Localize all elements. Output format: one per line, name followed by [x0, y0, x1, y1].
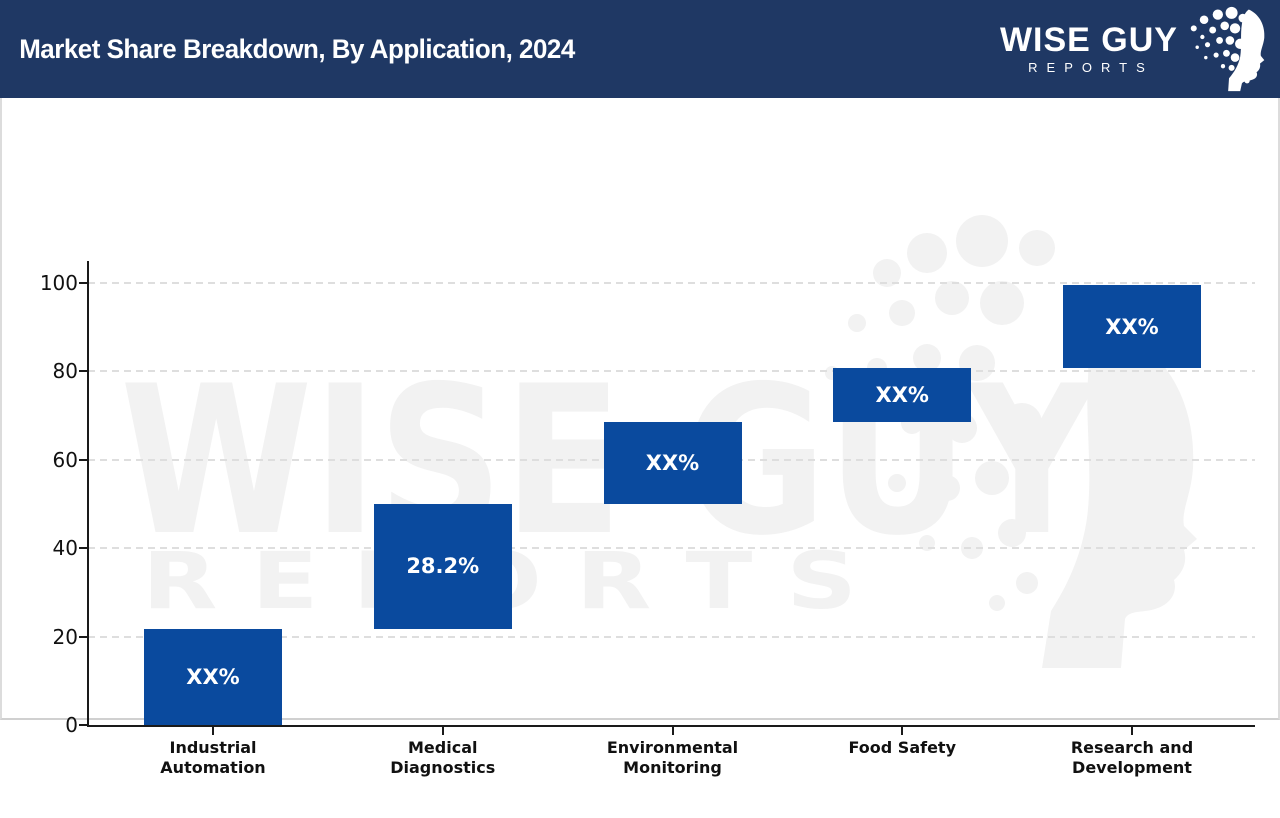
y-tick-label: 20	[52, 624, 78, 649]
bar-value-label: XX%	[875, 382, 929, 407]
bar-industrial-automation: XX%	[144, 628, 282, 725]
x-tick-label-line: Diagnostics	[390, 758, 496, 777]
header-bar: Market Share Breakdown, By Application, …	[0, 0, 1280, 98]
x-tick-label-food-safety: Food Safety	[782, 738, 1022, 758]
y-axis-line	[87, 260, 89, 727]
x-tick-label-research-and-development: Research and Development	[1012, 738, 1252, 778]
y-tick-mark	[79, 370, 87, 373]
x-tick-label-line: Industrial	[169, 738, 257, 757]
y-tick-label: 0	[65, 713, 78, 737]
x-tick-label-line: Research and	[1070, 738, 1194, 757]
x-tick-mark	[212, 727, 214, 735]
logo-wordmark: WISE GUY	[999, 21, 1178, 59]
plot-area: 0 20 40 60 80 100 XX% Industrial Automation 28.2%…	[2, 98, 1280, 818]
gridline	[88, 547, 1255, 550]
x-tick-label-line: Food Safety	[848, 738, 957, 757]
x-tick-mark	[671, 727, 674, 735]
x-tick-mark	[1131, 727, 1133, 735]
page-title: Market Share Breakdown, By Application, …	[19, 33, 575, 64]
x-tick-label-line: Development	[1072, 758, 1192, 777]
x-tick-mark	[441, 727, 444, 735]
gridline	[88, 370, 1255, 373]
report-page: Market Share Breakdown, By Application, …	[0, 0, 1280, 777]
x-tick-label-medical-diagnostics: Medical Diagnostics	[323, 738, 563, 778]
y-tick-label: 80	[52, 359, 78, 384]
wise-guy-logo: WISE GUY REPORTS	[1000, 6, 1266, 92]
x-tick-label-line: Automation	[160, 758, 266, 777]
logo-text: WISE GUY REPORTS	[1000, 22, 1178, 76]
x-tick-label-environmental-monitoring: Environmental Monitoring	[553, 738, 793, 778]
logo-face-icon	[1190, 6, 1265, 92]
bar-value-label: XX%	[1105, 314, 1159, 339]
bar-environmental-monitoring: XX%	[603, 421, 742, 504]
bar-value-label: XX%	[186, 664, 240, 689]
x-tick-label-line: Monitoring	[623, 758, 722, 777]
y-tick-mark	[79, 282, 87, 284]
y-tick-mark	[79, 458, 87, 461]
bar-value-label: 28.2%	[406, 554, 480, 579]
x-tick-mark	[901, 727, 904, 735]
bar-medical-diagnostics: 28.2%	[373, 504, 512, 629]
gridline	[88, 635, 1255, 638]
y-tick-mark	[79, 724, 87, 726]
gridline	[88, 282, 1255, 284]
bar-research-and-development: XX%	[1063, 285, 1201, 368]
y-tick-mark	[79, 635, 87, 638]
logo-subtitle: REPORTS	[1028, 60, 1154, 75]
y-tick-mark	[79, 547, 87, 550]
x-tick-label-line: Medical	[408, 738, 478, 757]
bar-food-safety: XX%	[833, 367, 972, 422]
y-tick-label: 100	[39, 271, 78, 295]
x-tick-label-industrial-automation: Industrial Automation	[93, 738, 333, 778]
x-tick-label-line: Environmental	[606, 738, 739, 757]
y-tick-label: 40	[52, 536, 78, 561]
bar-value-label: XX%	[645, 450, 700, 475]
y-tick-label: 60	[52, 447, 78, 472]
